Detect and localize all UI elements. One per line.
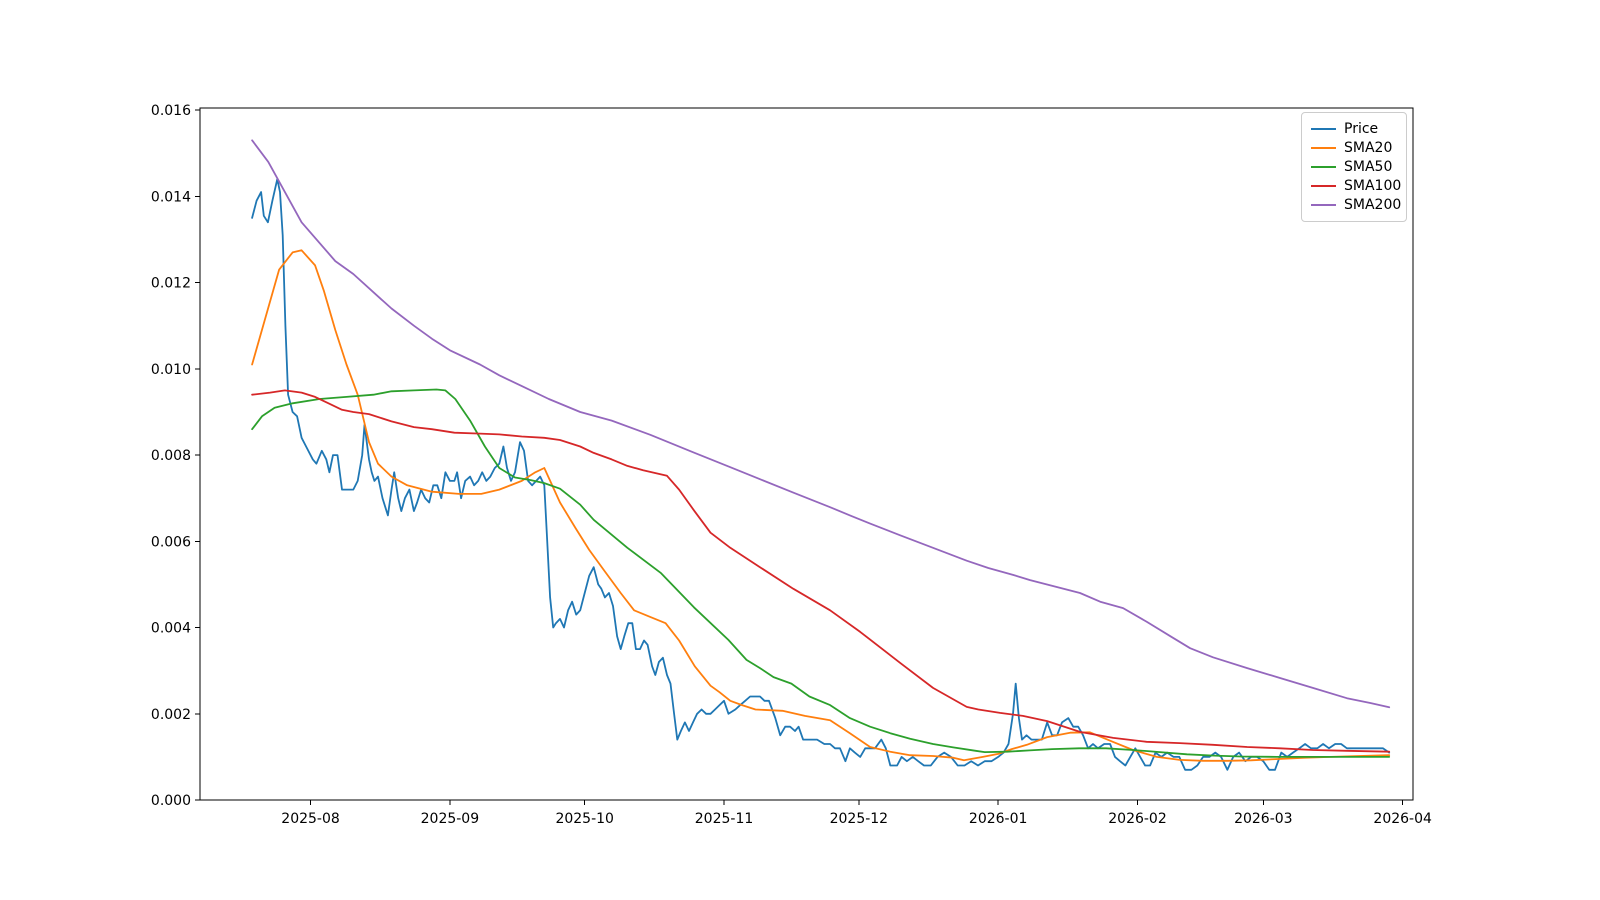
legend-line-swatch	[1311, 204, 1336, 207]
y-tick-label: 0.000	[151, 793, 191, 809]
x-tick-label: 2026-02	[1108, 811, 1167, 827]
series-line-sma200	[251, 139, 1391, 709]
y-tick-label: 0.004	[151, 621, 191, 637]
legend: Price SMA20 SMA50 SMA100 SMA200	[1301, 112, 1407, 222]
legend-line-swatch	[1311, 165, 1336, 168]
legend-label: SMA20	[1344, 139, 1393, 156]
legend-line-swatch	[1311, 185, 1336, 188]
series-line-sma100	[251, 389, 1391, 753]
legend-item-sma200: SMA200	[1311, 196, 1402, 215]
y-tick-label: 0.014	[151, 189, 191, 205]
x-tick-label: 2025-12	[830, 811, 889, 827]
y-tick-label: 0.006	[151, 534, 191, 550]
x-tick-label: 2025-08	[281, 811, 340, 827]
legend-label: SMA50	[1344, 158, 1393, 175]
x-tick-label: 2026-03	[1234, 811, 1293, 827]
y-tick-label: 0.008	[151, 448, 191, 464]
series-line-sma50	[251, 388, 1391, 758]
plot-frame	[199, 107, 1414, 801]
axes: 2025-08 2025-09 2025-10 2025-11 2025-12 2026-…	[151, 103, 1432, 827]
legend-item-sma50: SMA50	[1311, 157, 1402, 176]
x-tick-label: 2025-09	[421, 811, 480, 827]
legend-label: SMA100	[1344, 178, 1402, 195]
y-tick-label: 0.016	[151, 103, 191, 119]
series-line-sma20	[251, 249, 1391, 762]
x-tick-label: 2025-11	[695, 811, 754, 827]
legend-item-sma100: SMA100	[1311, 177, 1402, 196]
x-tick-label: 2025-10	[555, 811, 614, 827]
y-tick-label: 0.012	[151, 276, 191, 292]
legend-label: Price	[1344, 120, 1379, 137]
series-lines	[251, 139, 1391, 771]
x-tick-label: 2026-04	[1373, 811, 1432, 827]
y-tick-label: 0.002	[151, 707, 191, 723]
legend-label: SMA200	[1344, 197, 1402, 214]
legend-line-swatch	[1311, 127, 1336, 130]
series-line-price	[251, 178, 1391, 771]
x-tick-label: 2026-01	[969, 811, 1028, 827]
legend-item-sma20: SMA20	[1311, 138, 1402, 157]
legend-line-swatch	[1311, 146, 1336, 149]
legend-item-price: Price	[1311, 119, 1402, 138]
y-tick-label: 0.010	[151, 362, 191, 378]
